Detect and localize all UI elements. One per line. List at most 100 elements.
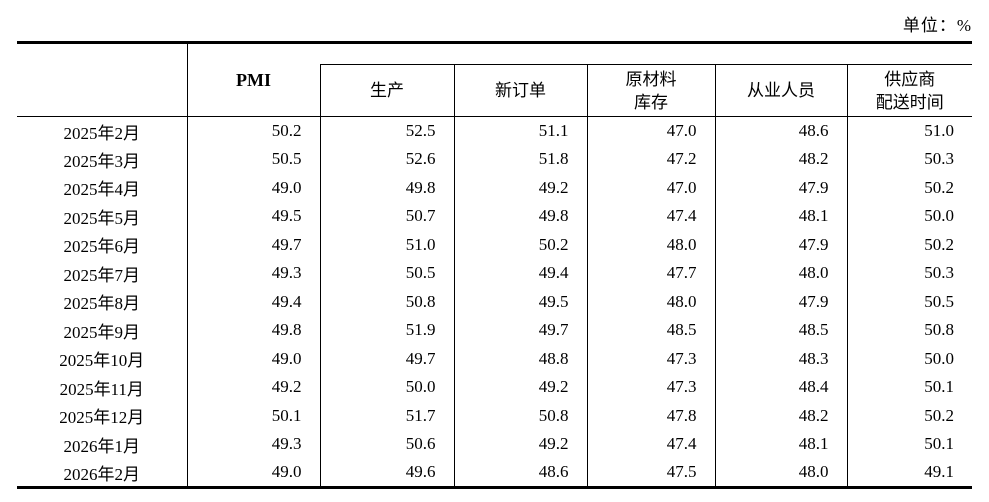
- value-cell: 50.2: [924, 405, 954, 425]
- value-cell: 48.2: [715, 401, 848, 430]
- value-cell: 47.3: [587, 344, 716, 373]
- value-cell: 50.0: [320, 373, 455, 402]
- value-cell: 50.3: [924, 263, 954, 283]
- month-cell: 2026年2月: [17, 458, 188, 487]
- value-cell: 47.4: [587, 202, 716, 231]
- pmi-data-table: PMI 生产 新订单 原材料 库存 从业人员 供应商 配送时间 2025年2月 50.2 52.…: [17, 41, 972, 489]
- value-cell: 48.3: [715, 344, 848, 373]
- table-row: 2026年1月 49.3 50.6 49.2 47.4 48.1 50.1: [17, 430, 972, 459]
- value-cell: 48.0: [715, 458, 848, 487]
- column-header-pmi: PMI: [187, 42, 320, 117]
- month-cell: 2025年10月: [17, 344, 188, 373]
- month-cell: 2025年8月: [17, 287, 188, 316]
- value-cell: 48.8: [454, 344, 588, 373]
- table-row: 2025年4月 49.0 49.8 49.2 47.0 47.9 50.2: [17, 173, 972, 202]
- table-row: 2025年8月 49.4 50.8 49.5 48.0 47.9 50.5: [17, 287, 972, 316]
- month-cell: 2025年3月: [17, 145, 188, 174]
- table-row: 2025年12月 50.1 51.7 50.8 47.8 48.2 50.2: [17, 401, 972, 430]
- month-cell: 2025年9月: [17, 316, 188, 345]
- value-cell: 50.3: [924, 149, 954, 169]
- value-cell: 50.2: [924, 234, 954, 254]
- table-row: 2025年11月 49.2 50.0 49.2 47.3 48.4 50.1: [17, 373, 972, 402]
- month-cell: 2025年6月: [17, 230, 188, 259]
- value-cell: 47.4: [587, 430, 716, 459]
- value-cell: 50.5: [187, 145, 321, 174]
- month-cell: 2025年7月: [17, 259, 188, 288]
- value-cell: 50.1: [924, 377, 954, 397]
- month-cell: 2026年1月: [17, 430, 188, 459]
- value-cell: 51.1: [454, 116, 588, 145]
- column-header-new-orders: 新订单: [453, 64, 587, 117]
- value-cell: 49.8: [454, 202, 588, 231]
- value-cell: 47.7: [587, 259, 716, 288]
- value-cell: 49.2: [454, 373, 588, 402]
- value-cell: 47.8: [587, 401, 716, 430]
- value-cell: 51.0: [924, 121, 954, 140]
- value-cell: 50.6: [320, 430, 455, 459]
- value-cell: 50.1: [187, 401, 321, 430]
- value-cell: 47.0: [587, 116, 716, 145]
- value-cell: 48.0: [587, 287, 716, 316]
- table-header: PMI 生产 新订单 原材料 库存 从业人员 供应商 配送时间: [17, 42, 972, 117]
- value-cell: 47.9: [715, 230, 848, 259]
- month-column-header: [17, 42, 188, 117]
- value-cell: 48.1: [715, 202, 848, 231]
- value-cell: 50.7: [320, 202, 455, 231]
- table-row: 2025年9月 49.8 51.9 49.7 48.5 48.5 50.8: [17, 316, 972, 345]
- header-row-subindices: 生产 新订单 原材料 库存 从业人员 供应商 配送时间: [17, 64, 972, 117]
- value-cell: 48.2: [715, 145, 848, 174]
- value-cell: 51.0: [320, 230, 455, 259]
- table-row: 2025年6月 49.7 51.0 50.2 48.0 47.9 50.2: [17, 230, 972, 259]
- header-row-top: PMI: [17, 42, 972, 117]
- value-cell: 49.7: [187, 230, 321, 259]
- value-cell: 49.6: [320, 458, 455, 487]
- value-cell: 52.5: [320, 116, 455, 145]
- value-cell: 49.2: [187, 373, 321, 402]
- value-cell: 47.5: [587, 458, 716, 487]
- value-cell: 47.0: [587, 173, 716, 202]
- value-cell: 49.0: [187, 458, 321, 487]
- value-cell: 50.0: [924, 206, 954, 226]
- value-cell: 48.1: [715, 430, 848, 459]
- table-row: 2025年7月 49.3 50.5 49.4 47.7 48.0 50.3: [17, 259, 972, 288]
- value-cell: 49.5: [454, 287, 588, 316]
- value-cell: 47.9: [715, 173, 848, 202]
- value-cell: 48.0: [587, 230, 716, 259]
- value-cell: 48.5: [587, 316, 716, 345]
- value-cell: 49.0: [187, 173, 321, 202]
- month-cell: 2025年11月: [17, 373, 188, 402]
- value-cell: 47.9: [715, 287, 848, 316]
- value-cell: 50.2: [187, 116, 321, 145]
- value-cell: 48.5: [715, 316, 848, 345]
- value-cell: 48.4: [715, 373, 848, 402]
- value-cell: 49.5: [187, 202, 321, 231]
- table-row: 2025年3月 50.5 52.6 51.8 47.2 48.2 50.3: [17, 145, 972, 174]
- value-cell: 50.8: [454, 401, 588, 430]
- value-cell: 49.4: [187, 287, 321, 316]
- value-cell: 49.2: [454, 430, 588, 459]
- column-header-supplier-delivery-time: 供应商 配送时间: [846, 64, 972, 117]
- month-cell: 2025年5月: [17, 202, 188, 231]
- value-cell: 50.0: [924, 348, 954, 368]
- value-cell: 50.2: [924, 177, 954, 197]
- table-row: 2026年2月 49.0 49.6 48.6 47.5 48.0 49.1: [17, 458, 972, 487]
- column-header-raw-material-inventory: 原材料 库存: [586, 64, 715, 117]
- value-cell: 49.7: [454, 316, 588, 345]
- value-cell: 51.7: [320, 401, 455, 430]
- value-cell: 49.3: [187, 430, 321, 459]
- value-cell: 49.0: [187, 344, 321, 373]
- unit-label: 单位：%: [902, 16, 972, 35]
- month-cell: 2025年4月: [17, 173, 188, 202]
- value-cell: 49.3: [187, 259, 321, 288]
- value-cell: 50.5: [924, 291, 954, 311]
- value-cell: 47.3: [587, 373, 716, 402]
- value-cell: 49.8: [187, 316, 321, 345]
- value-cell: 51.9: [320, 316, 455, 345]
- value-cell: 49.8: [320, 173, 455, 202]
- month-cell: 2025年12月: [17, 401, 188, 430]
- value-cell: 50.2: [454, 230, 588, 259]
- value-cell: 49.4: [454, 259, 588, 288]
- value-cell: 49.7: [320, 344, 455, 373]
- value-cell: 48.6: [454, 458, 588, 487]
